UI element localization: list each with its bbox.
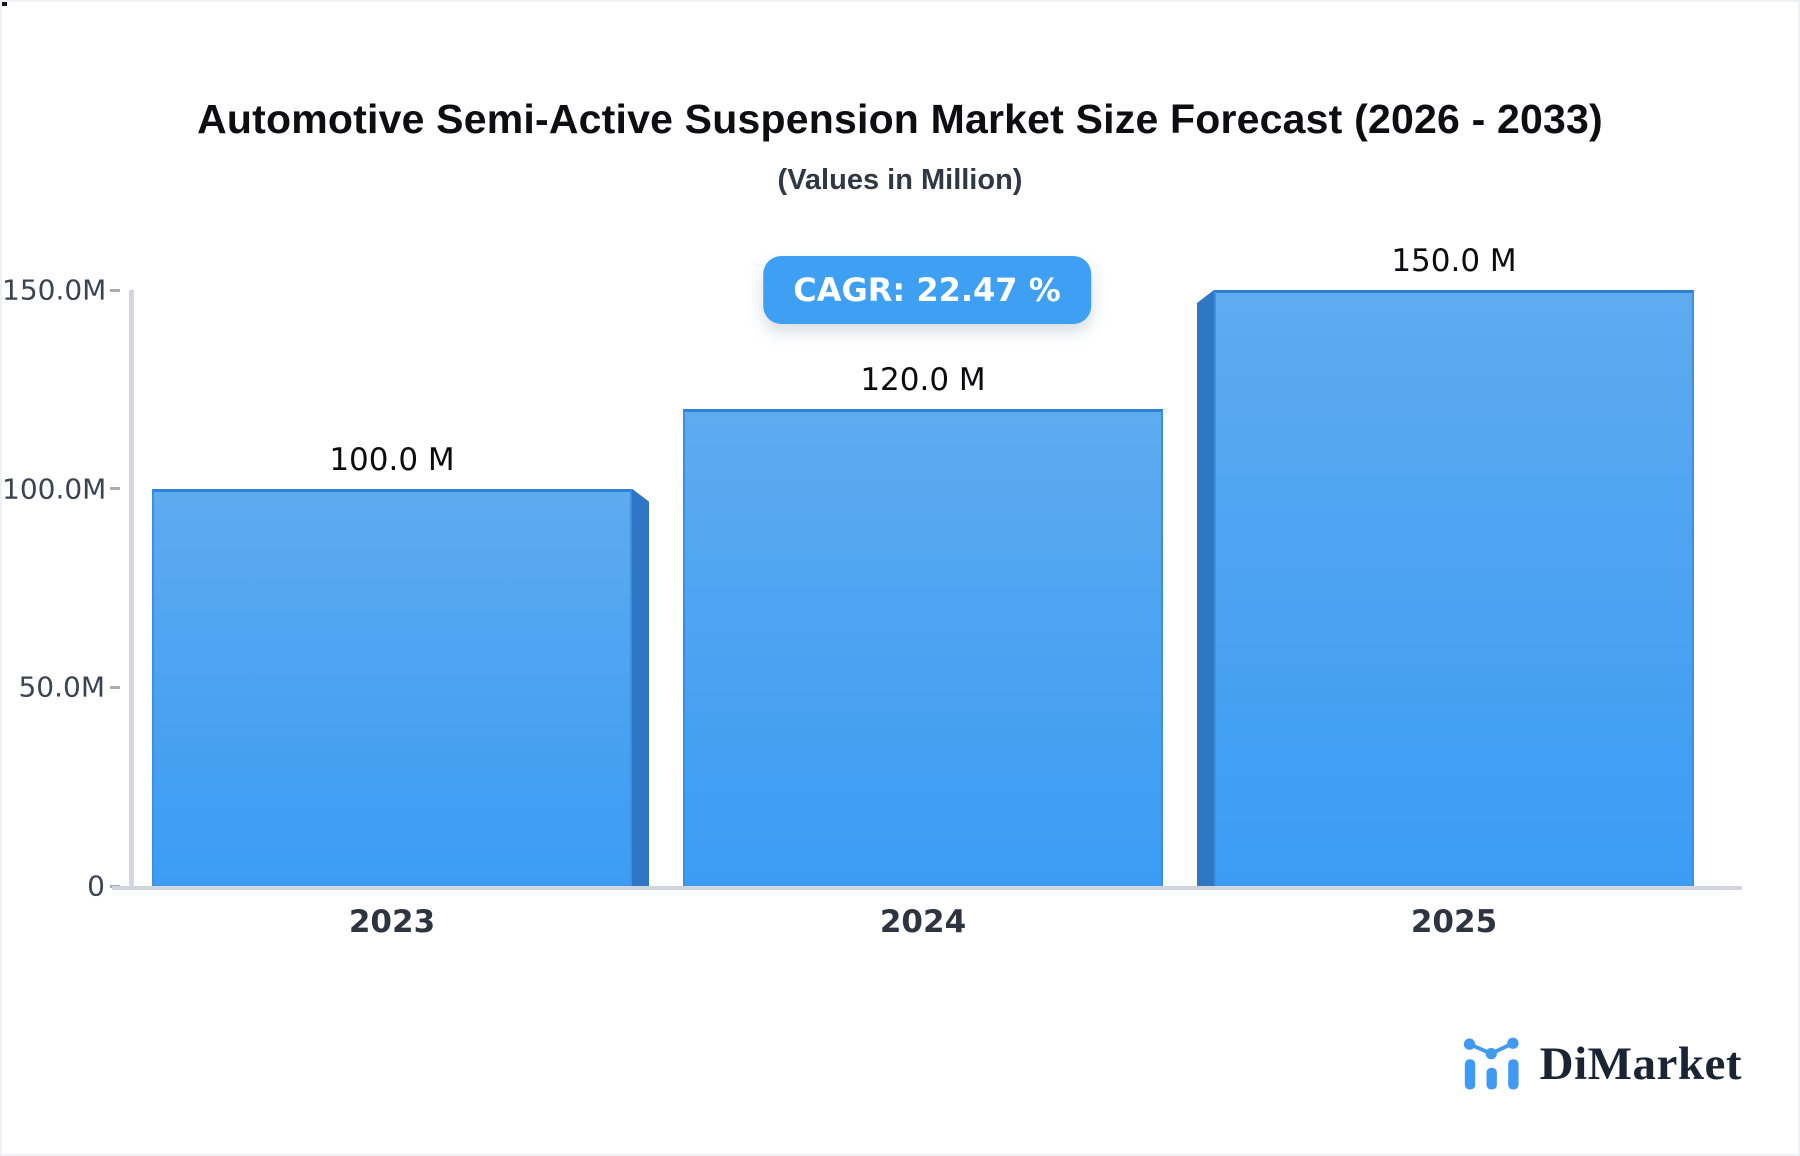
bar-side-shadow xyxy=(1197,290,1214,886)
x-axis-category-label: 2023 xyxy=(348,904,436,940)
y-tick-label: 50.0M xyxy=(18,670,105,704)
brand-name: DiMarket xyxy=(1539,1038,1742,1090)
y-tick-label: 100.0M xyxy=(2,472,107,506)
bar-side-shadow xyxy=(632,488,649,886)
x-axis-category-label: 2024 xyxy=(879,904,967,940)
cagr-badge: CAGR: 22.47 % xyxy=(763,256,1091,324)
y-tick-dash xyxy=(110,288,120,292)
chart-title: Automotive Semi-Active Suspension Market… xyxy=(197,96,1603,142)
y-axis-line xyxy=(129,290,134,886)
bar-2024 xyxy=(683,409,1163,886)
y-tick-label: 0 xyxy=(87,869,105,903)
bar-line-chart-icon xyxy=(1463,1037,1519,1090)
x-axis-category-label: 2025 xyxy=(1410,904,1498,940)
chart-subtitle: (Values in Million) xyxy=(777,164,1023,196)
corner-artifact xyxy=(2,2,7,6)
y-tick-dash xyxy=(110,487,120,491)
y-tick-label: 150.0M xyxy=(2,273,107,307)
x-axis-line xyxy=(112,886,1742,890)
brand-watermark: DiMarket xyxy=(1462,1036,1742,1092)
bar-value-label: 120.0 M xyxy=(860,362,986,399)
bar-2023 xyxy=(152,488,632,886)
y-tick-dash xyxy=(110,685,120,689)
bar-2025 xyxy=(1214,290,1694,886)
bar-value-label: 100.0 M xyxy=(329,441,455,478)
bar-value-label: 150.0 M xyxy=(1391,243,1517,279)
